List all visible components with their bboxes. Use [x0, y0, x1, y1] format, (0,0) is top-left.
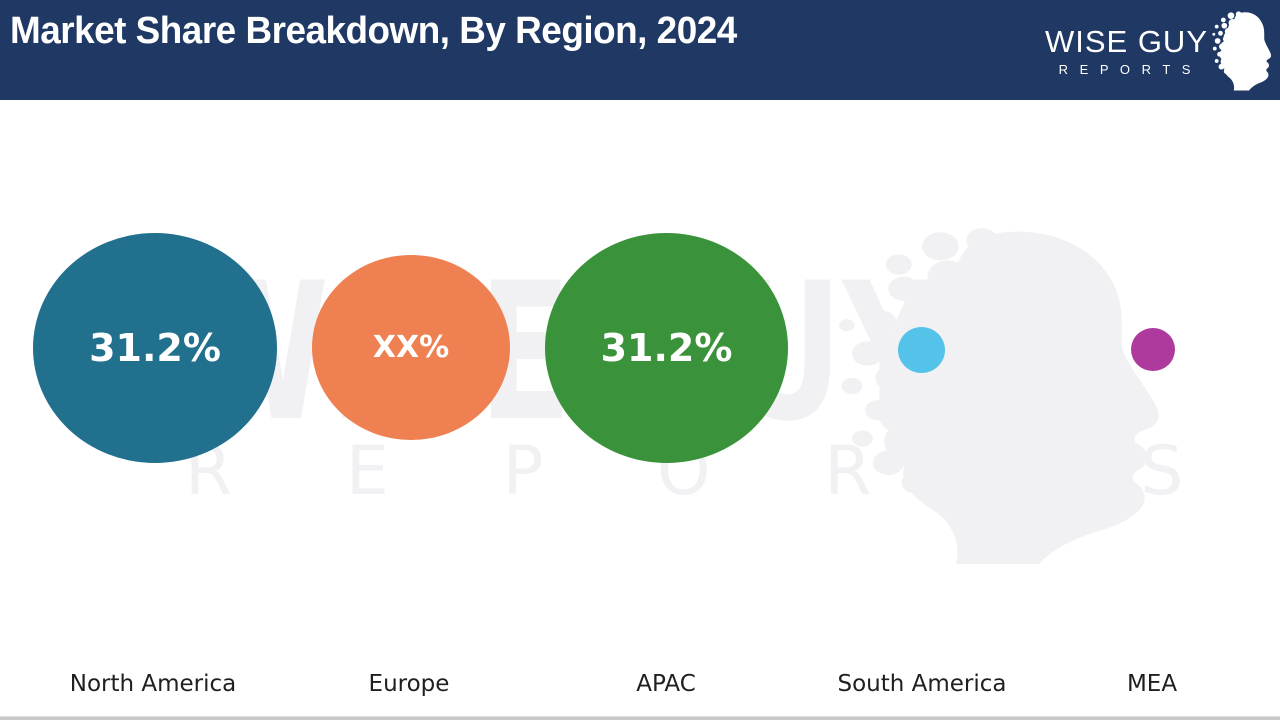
bubble-mea [1131, 328, 1175, 371]
page-title: Market Share Breakdown, By Region, 2024 [10, 10, 737, 52]
bubble-south-america [898, 327, 945, 373]
header-bar: Market Share Breakdown, By Region, 2024 … [0, 0, 1280, 100]
logo-brand-text: WISE GUY [1044, 23, 1208, 59]
bubble-europe: XX% [312, 255, 510, 440]
watermark-head-icon [839, 228, 1159, 564]
logo-tagline-text: R E P O R T S [1058, 61, 1195, 77]
bubble-europe-value: XX% [372, 330, 450, 365]
bubble-north-america: 31.2% [33, 233, 277, 463]
logo-head-icon [1212, 11, 1272, 91]
bubble-apac-value: 31.2% [600, 326, 733, 370]
region-label-mea: MEA [1126, 671, 1178, 697]
bubble-apac: 31.2% [545, 233, 788, 463]
region-label-europe: Europe [368, 671, 450, 697]
bubble-north-america-value: 31.2% [89, 326, 221, 370]
wise-guy-logo: WISE GUY R E P O R T S [1045, 6, 1272, 94]
region-label-north-america: North America [69, 671, 237, 697]
region-label-south-america: South America [837, 671, 1007, 697]
footer-divider [0, 716, 1280, 720]
region-label-apac: APAC [636, 671, 696, 697]
